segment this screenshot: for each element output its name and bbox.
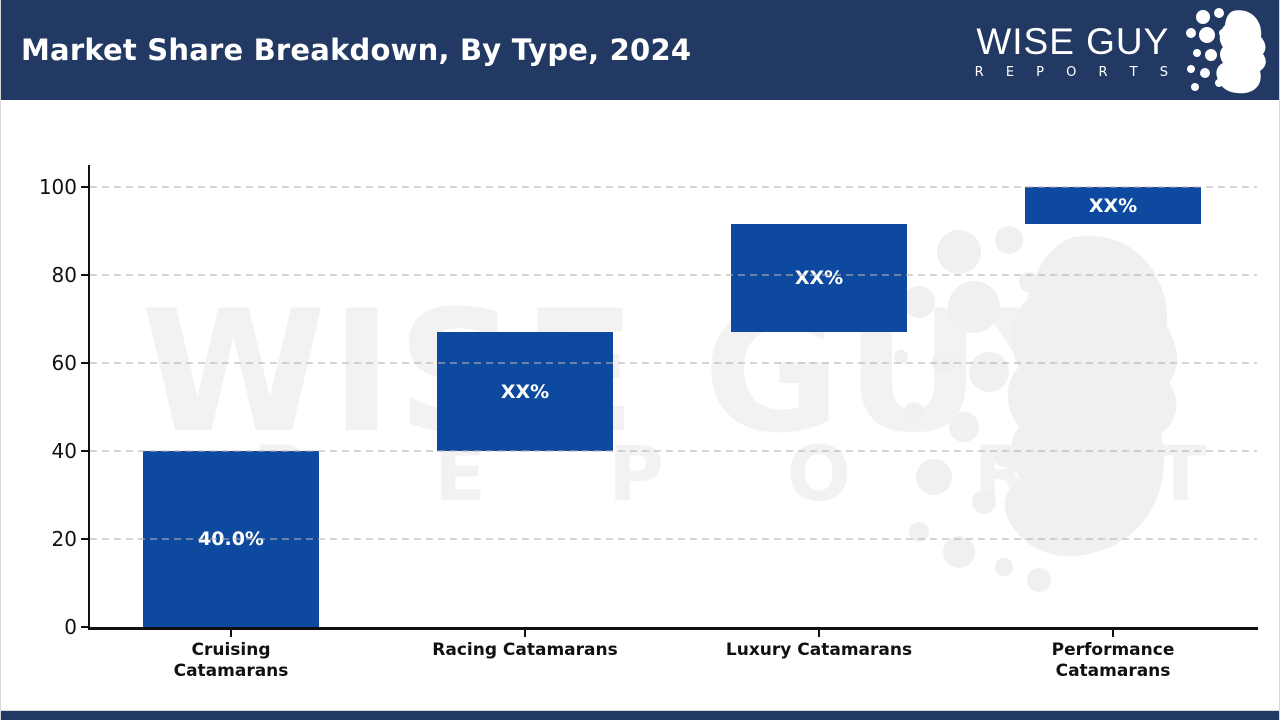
y-tick-label-20: 20 <box>51 527 77 551</box>
bar-segment: XX% <box>1025 187 1201 225</box>
bar-value-label: XX% <box>794 267 844 290</box>
y-tick-mark-60 <box>81 362 89 364</box>
x-axis-line <box>88 627 1258 630</box>
gridline-y-60 <box>90 362 1257 364</box>
x-tick-mark <box>1112 629 1114 637</box>
logo-wordmark: WISE GUY <box>976 20 1170 62</box>
x-category-label: Racing Catamarans <box>432 640 618 660</box>
bottom-hairline <box>1 710 1279 711</box>
wiseguy-logo: WISE GUY R E P O R T S <box>969 0 1267 100</box>
logo-face-icon <box>1186 8 1266 94</box>
bar-segment: XX% <box>437 332 613 451</box>
logo-subtitle: R E P O R T S <box>974 64 1177 80</box>
y-tick-label-60: 60 <box>51 351 77 375</box>
gridline-y-80 <box>90 274 1257 276</box>
header-bar: Market Share Breakdown, By Type, 2024 WI… <box>1 0 1279 100</box>
x-category-label: Luxury Catamarans <box>725 640 913 660</box>
y-tick-label-100: 100 <box>38 175 77 199</box>
x-tick-mark <box>524 629 526 637</box>
x-tick-mark <box>230 629 232 637</box>
y-tick-mark-0 <box>81 626 89 628</box>
y-axis-line <box>88 165 90 629</box>
x-category-label: Cruising Catamarans <box>173 640 289 682</box>
y-tick-label-80: 80 <box>51 263 77 287</box>
x-category-label: Performance Catamarans <box>1051 640 1175 682</box>
bar-value-label: XX% <box>500 380 550 403</box>
footer-bar <box>1 711 1279 720</box>
gridline-y-100 <box>90 186 1257 188</box>
y-tick-mark-20 <box>81 538 89 540</box>
y-tick-label-0: 0 <box>64 615 77 639</box>
page-title: Market Share Breakdown, By Type, 2024 <box>21 33 692 67</box>
y-tick-mark-100 <box>81 186 89 188</box>
bar-value-label: XX% <box>1088 194 1138 217</box>
y-tick-label-40: 40 <box>51 439 77 463</box>
gridline-y-20 <box>90 538 1257 540</box>
y-tick-mark-80 <box>81 274 89 276</box>
y-tick-mark-40 <box>81 450 89 452</box>
bar-segment: XX% <box>731 224 907 333</box>
gridline-y-40 <box>90 450 1257 452</box>
watermark-face-icon <box>894 226 1178 592</box>
x-tick-mark <box>818 629 820 637</box>
